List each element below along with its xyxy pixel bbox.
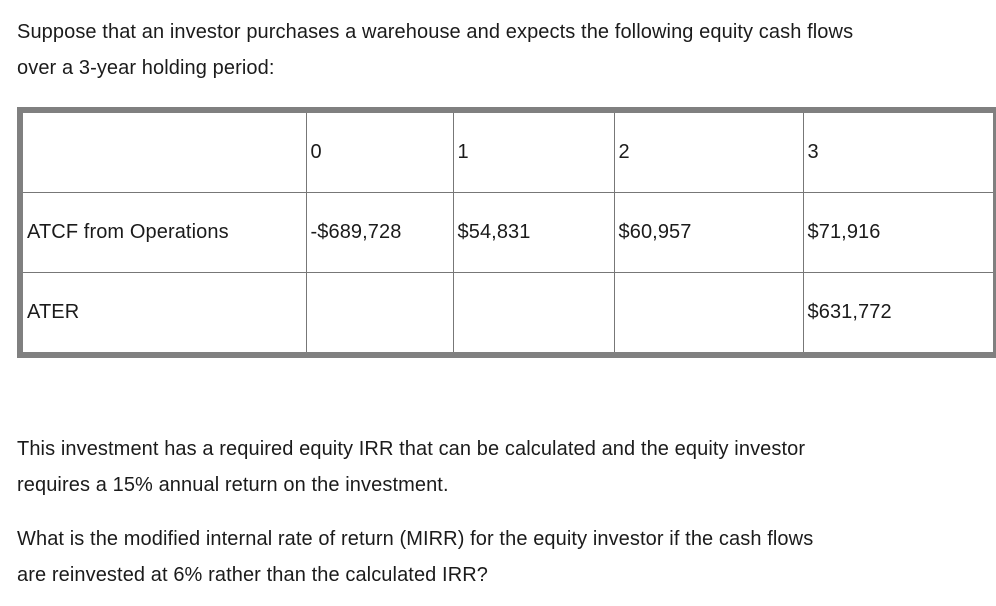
atcf-value-period-1: $54,831 [452,192,615,273]
table-row-ater: ATER $631,772 [19,272,996,356]
intro-line-1: Suppose that an investor purchases a war… [17,21,854,43]
header-cell-period-2: 2 [613,109,804,193]
row-label-atcf: ATCF from Operations [19,192,307,273]
atcf-value-period-0: -$689,728 [305,192,454,273]
atcf-value-period-2: $60,957 [613,192,804,273]
header-cell-period-3: 3 [802,109,996,193]
ater-value-period-1 [452,272,615,356]
question-paragraph: What is the modified internal rate of re… [17,521,980,593]
cash-flow-table: 0 1 2 3 ATCF from Operations -$689,728 $… [17,107,996,358]
intro-line-2: over a 3-year holding period: [17,57,275,79]
analysis-line-2: requires a 15% annual return on the inve… [17,474,449,496]
header-cell-period-1: 1 [452,109,615,193]
table-header-row: 0 1 2 3 [19,109,996,193]
atcf-value-period-3: $71,916 [802,192,996,273]
ater-value-period-3: $631,772 [802,272,996,356]
table-row-atcf: ATCF from Operations -$689,728 $54,831 $… [19,192,996,273]
intro-paragraph: Suppose that an investor purchases a war… [17,14,980,86]
ater-value-period-0 [305,272,454,356]
analysis-paragraph: This investment has a required equity IR… [17,431,980,503]
header-cell-blank [19,109,307,193]
ater-value-period-2 [613,272,804,356]
question-page: Suppose that an investor purchases a war… [17,14,996,593]
header-cell-period-0: 0 [305,109,454,193]
question-line-1: What is the modified internal rate of re… [17,528,814,550]
row-label-ater: ATER [19,272,307,356]
analysis-line-1: This investment has a required equity IR… [17,438,806,460]
question-line-2: are reinvested at 6% rather than the cal… [17,564,489,586]
